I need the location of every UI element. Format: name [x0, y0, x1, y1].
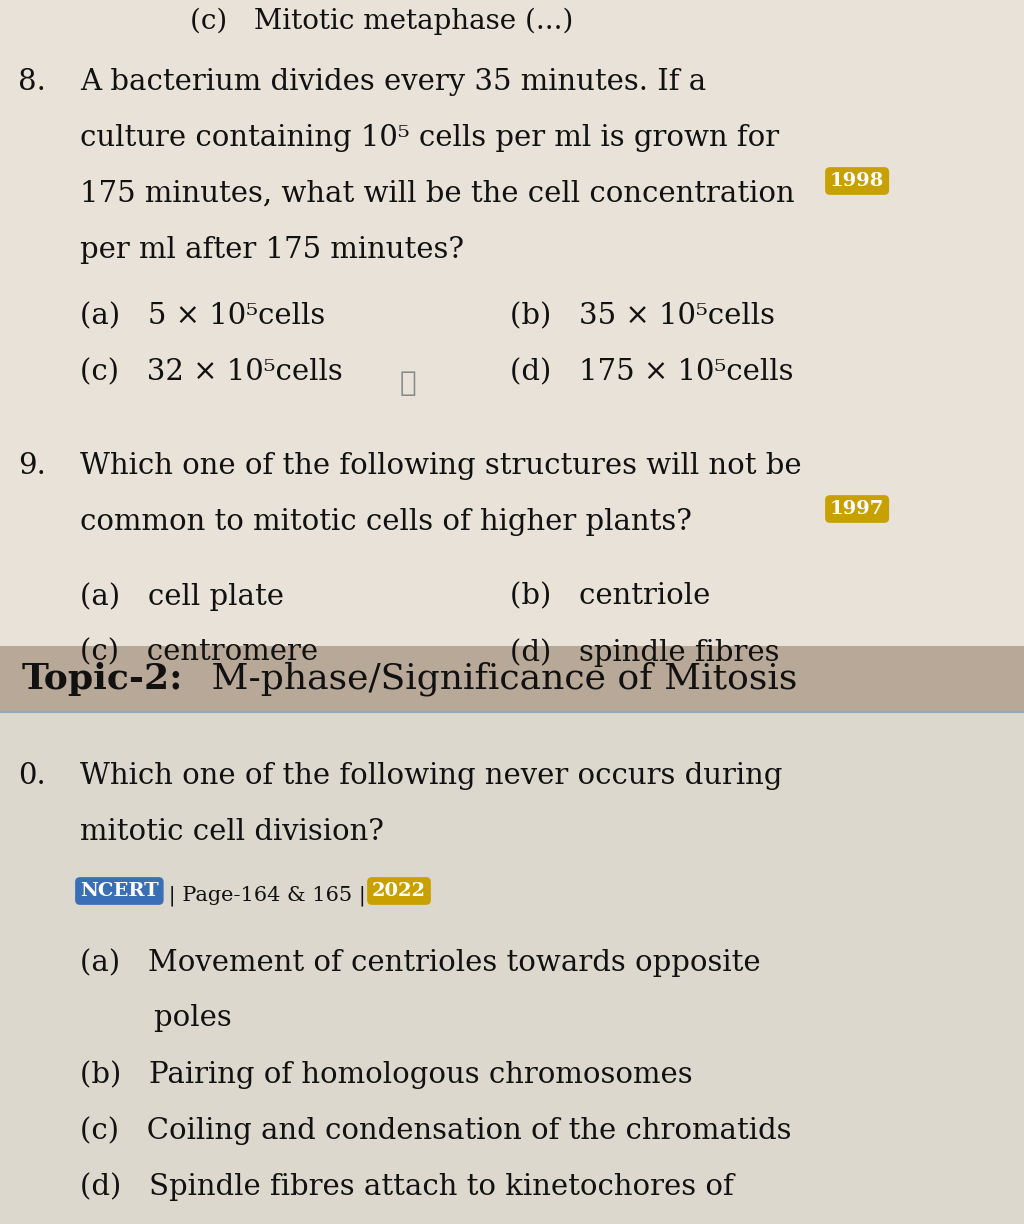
Text: NCERT: NCERT	[80, 883, 159, 900]
Bar	[0, 712, 1024, 1224]
Text: M-phase/Significance of Mitosis: M-phase/Significance of Mitosis	[200, 662, 798, 696]
Text: (d)   spindle fibres: (d) spindle fibres	[510, 638, 779, 667]
Text: (b)   Pairing of homologous chromosomes: (b) Pairing of homologous chromosomes	[80, 1060, 692, 1089]
Text: 1997: 1997	[830, 499, 885, 518]
Text: (b)   35 × 10⁵cells: (b) 35 × 10⁵cells	[510, 302, 775, 330]
Text: 0.: 0.	[18, 763, 46, 789]
Text: 1998: 1998	[830, 173, 885, 190]
Bar	[0, 0, 1024, 646]
Text: 2022: 2022	[372, 883, 426, 900]
Text: (a)   cell plate: (a) cell plate	[80, 581, 284, 611]
Text: Which one of the following never occurs during: Which one of the following never occurs …	[80, 763, 782, 789]
Text: Topic-2:: Topic-2:	[22, 662, 183, 696]
Bar	[0, 646, 1024, 712]
Text: (c)   Coiling and condensation of the chromatids: (c) Coiling and condensation of the chro…	[80, 1116, 792, 1144]
Text: 9.: 9.	[18, 452, 46, 480]
Text: common to mitotic cells of higher plants?: common to mitotic cells of higher plants…	[80, 508, 692, 536]
Text: (c)   Mitotic metaphase (...): (c) Mitotic metaphase (...)	[190, 9, 573, 35]
Text: 175 minutes, what will be the cell concentration: 175 minutes, what will be the cell conce…	[80, 180, 795, 208]
Text: (d)   175 × 10⁵cells: (d) 175 × 10⁵cells	[510, 357, 794, 386]
Text: (c)   32 × 10⁵cells: (c) 32 × 10⁵cells	[80, 357, 343, 386]
Text: (a)   5 × 10⁵cells: (a) 5 × 10⁵cells	[80, 302, 326, 330]
Text: Which one of the following structures will not be: Which one of the following structures wi…	[80, 452, 802, 480]
Text: mitotic cell division?: mitotic cell division?	[80, 818, 384, 846]
Text: 8.: 8.	[18, 69, 46, 95]
Text: poles: poles	[80, 1004, 231, 1032]
Text: (c)   centromere: (c) centromere	[80, 638, 318, 666]
Text: ✓: ✓	[400, 370, 417, 397]
Text: (b)   centriole: (b) centriole	[510, 581, 711, 610]
Text: A bacterium divides every 35 minutes. If a: A bacterium divides every 35 minutes. If…	[80, 69, 707, 95]
Text: (d)   Spindle fibres attach to kinetochores of: (d) Spindle fibres attach to kinetochore…	[80, 1173, 734, 1201]
Text: | Page-164 & 165 |: | Page-164 & 165 |	[162, 886, 366, 907]
Text: (a)   Movement of centrioles towards opposite: (a) Movement of centrioles towards oppos…	[80, 949, 761, 977]
Text: culture containing 10⁵ cells per ml is grown for: culture containing 10⁵ cells per ml is g…	[80, 124, 779, 152]
Text: per ml after 175 minutes?: per ml after 175 minutes?	[80, 236, 464, 264]
